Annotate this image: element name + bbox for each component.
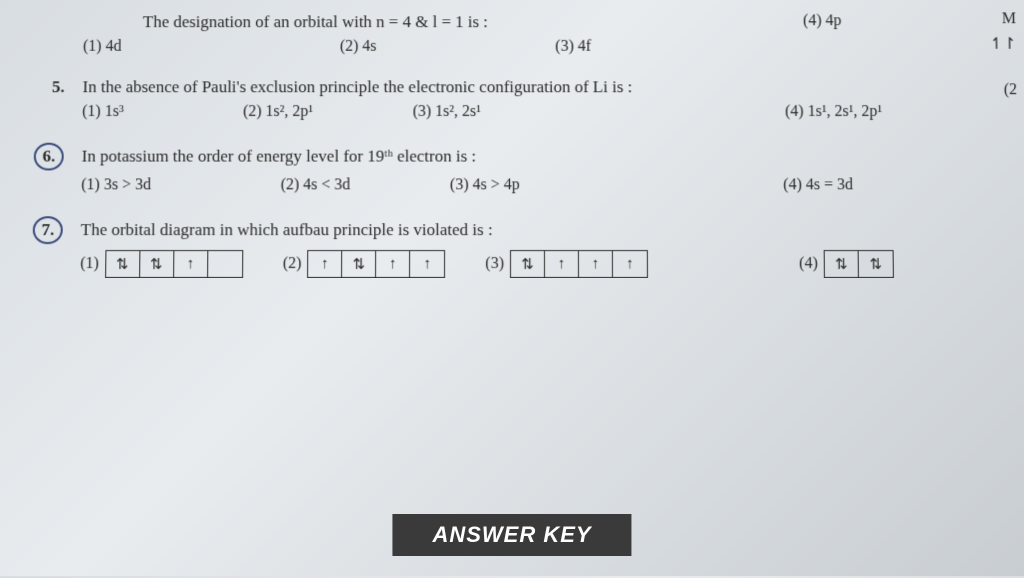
option-c: (3) 1s², 2s¹ xyxy=(413,103,481,121)
option-a: (1) 4d xyxy=(83,38,122,56)
orbital-cell: ↑ xyxy=(376,251,410,277)
option-c-label: (3) xyxy=(485,255,504,273)
orbital-diagram: ⇅ ↑ ↑ ↑ xyxy=(510,250,648,278)
edge-p2: (2 xyxy=(1004,81,1018,99)
orbital-cell: ⇅ xyxy=(342,251,376,277)
orbital-cell: ⇅ xyxy=(859,251,893,277)
edge-m: M xyxy=(1002,10,1016,28)
option-d: (4) 1s¹, 2s¹, 2p¹ xyxy=(785,103,882,121)
circled-number: 7. xyxy=(33,216,63,244)
page: The designation of an orbital with n = 4… xyxy=(0,3,1024,578)
question-number: 6. xyxy=(22,143,82,171)
orbital-cell: ↑ xyxy=(410,251,444,277)
option-d-label: (4) xyxy=(799,255,818,273)
option-b-label: (2) xyxy=(283,255,302,273)
question-6: 6. In potassium the order of energy leve… xyxy=(21,143,1002,195)
option-d: (4) 4p xyxy=(803,12,842,30)
option-d: (4) ⇅ ⇅ xyxy=(799,250,894,278)
orbital-cell: ⇅ xyxy=(106,251,140,277)
question-5: 5. In the absence of Pauli's exclusion p… xyxy=(22,77,1001,120)
orbital-diagram: ⇅ ⇅ ↑ xyxy=(105,250,243,278)
question-number: 7. xyxy=(21,216,81,244)
question-number: 5. xyxy=(23,77,83,97)
option-c: (3) ⇅ ↑ ↑ ↑ xyxy=(485,250,648,278)
orbital-diagram: ⇅ ⇅ xyxy=(824,250,894,278)
question-4: The designation of an orbital with n = 4… xyxy=(23,12,1000,55)
option-a: (1) ⇅ ⇅ ↑ xyxy=(80,250,243,278)
orbital-cell: ↑ xyxy=(174,251,208,277)
option-b: (2) 1s², 2p¹ xyxy=(243,103,313,121)
orbital-cell: ↑ xyxy=(308,251,342,277)
question-text: The designation of an orbital with n = 4… xyxy=(83,12,1000,32)
option-b: (2) 4s xyxy=(340,38,377,56)
option-a-label: (1) xyxy=(80,255,99,273)
answer-key-heading: ANSWER KEY xyxy=(392,514,631,556)
question-text: The orbital diagram in which aufbau prin… xyxy=(81,220,1004,240)
orbital-cell: ⇅ xyxy=(140,251,174,277)
orbital-cell: ⇅ xyxy=(511,251,545,277)
orbital-cell xyxy=(208,251,242,277)
option-a: (1) 1s³ xyxy=(82,103,124,121)
option-b: (2) ↑ ⇅ ↑ ↑ xyxy=(283,250,446,278)
edge-t1: ↿↾ xyxy=(990,34,1017,54)
option-d: (4) 4s = 3d xyxy=(783,176,853,194)
question-text: In the absence of Pauli's exclusion prin… xyxy=(82,77,1001,97)
circled-number: 6. xyxy=(34,143,64,171)
option-c: (3) 4f xyxy=(555,38,591,56)
question-7: 7. The orbital diagram in which aufbau p… xyxy=(20,216,1004,278)
option-b: (2) 4s < 3d xyxy=(281,176,351,194)
orbital-cell: ↑ xyxy=(613,251,647,277)
orbital-cell: ⇅ xyxy=(825,251,859,277)
orbital-diagram: ↑ ⇅ ↑ ↑ xyxy=(307,250,445,278)
question-text: In potassium the order of energy level f… xyxy=(82,147,1003,167)
option-a: (1) 3s > 3d xyxy=(81,176,151,194)
option-c: (3) 4s > 4p xyxy=(450,176,520,194)
orbital-cell: ↑ xyxy=(579,251,613,277)
orbital-cell: ↑ xyxy=(545,251,579,277)
